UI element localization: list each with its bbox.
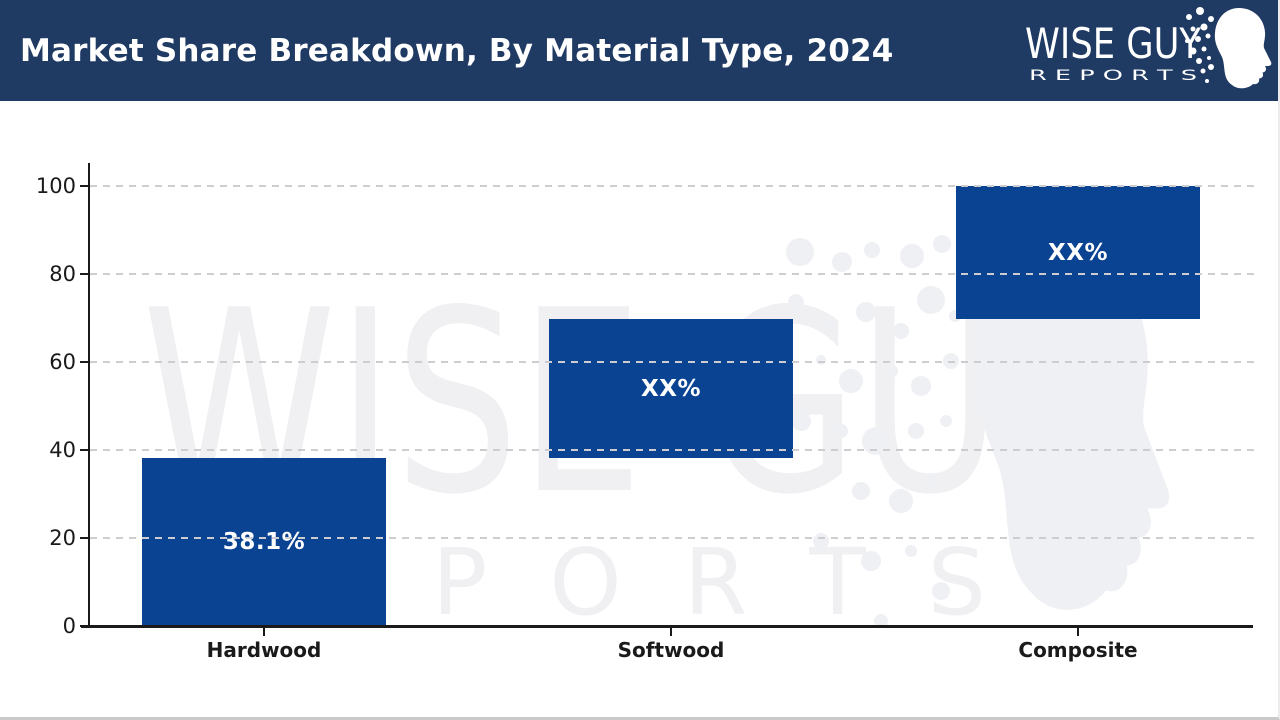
gridline-40 <box>90 449 1256 451</box>
y-tick-40 <box>80 449 89 451</box>
chart-plot-area: 0 20 40 60 80 100 Hardwood Softwood Composite 38.… <box>0 101 1278 717</box>
x-tick-composite <box>1077 628 1079 636</box>
gridline-100 <box>90 185 1256 187</box>
brand-logo: WISE GUY R E P O R T S <box>1017 3 1272 99</box>
y-tick-label-80: 80 <box>49 262 76 286</box>
bar-softwood: XX% <box>549 319 793 459</box>
y-tick-label-40: 40 <box>49 438 76 462</box>
x-axis-label-hardwood: Hardwood <box>206 638 322 662</box>
y-tick-label-100: 100 <box>35 174 76 198</box>
y-tick-0 <box>80 625 89 627</box>
x-tick-softwood <box>670 628 672 636</box>
gridline-80 <box>90 273 1256 275</box>
bar-value-label-softwood: XX% <box>640 375 701 402</box>
y-tick-20 <box>80 537 89 539</box>
header: Market Share Breakdown, By Material Type… <box>0 0 1278 101</box>
gridline-60 <box>90 361 1256 363</box>
x-axis-line <box>81 625 1253 628</box>
logo-reports-text: R E P O R T S <box>1029 68 1197 84</box>
y-axis-line <box>88 163 90 627</box>
brand-logo-graphic: WISE GUY R E P O R T S <box>1025 6 1272 88</box>
logo-face-icon <box>1185 6 1272 88</box>
y-tick-80 <box>80 273 89 275</box>
y-tick-label-0: 0 <box>62 614 76 638</box>
bar-value-label-hardwood: 38.1% <box>222 529 306 556</box>
page-title: Market Share Breakdown, By Material Type… <box>20 32 894 69</box>
y-tick-100 <box>80 185 89 187</box>
y-tick-label-60: 60 <box>49 350 76 374</box>
bar-composite: XX% <box>956 186 1200 320</box>
y-tick-60 <box>80 361 89 363</box>
x-axis-label-composite: Composite <box>1018 638 1138 662</box>
bar-hardwood: 38.1% <box>142 458 386 626</box>
bar-value-label-composite: XX% <box>1047 239 1108 266</box>
y-tick-label-20: 20 <box>49 526 76 550</box>
x-axis-label-softwood: Softwood <box>617 638 725 662</box>
logo-wordmark: WISE GUY <box>1025 19 1201 68</box>
gridline-20 <box>90 537 1256 539</box>
x-tick-hardwood <box>263 628 265 636</box>
